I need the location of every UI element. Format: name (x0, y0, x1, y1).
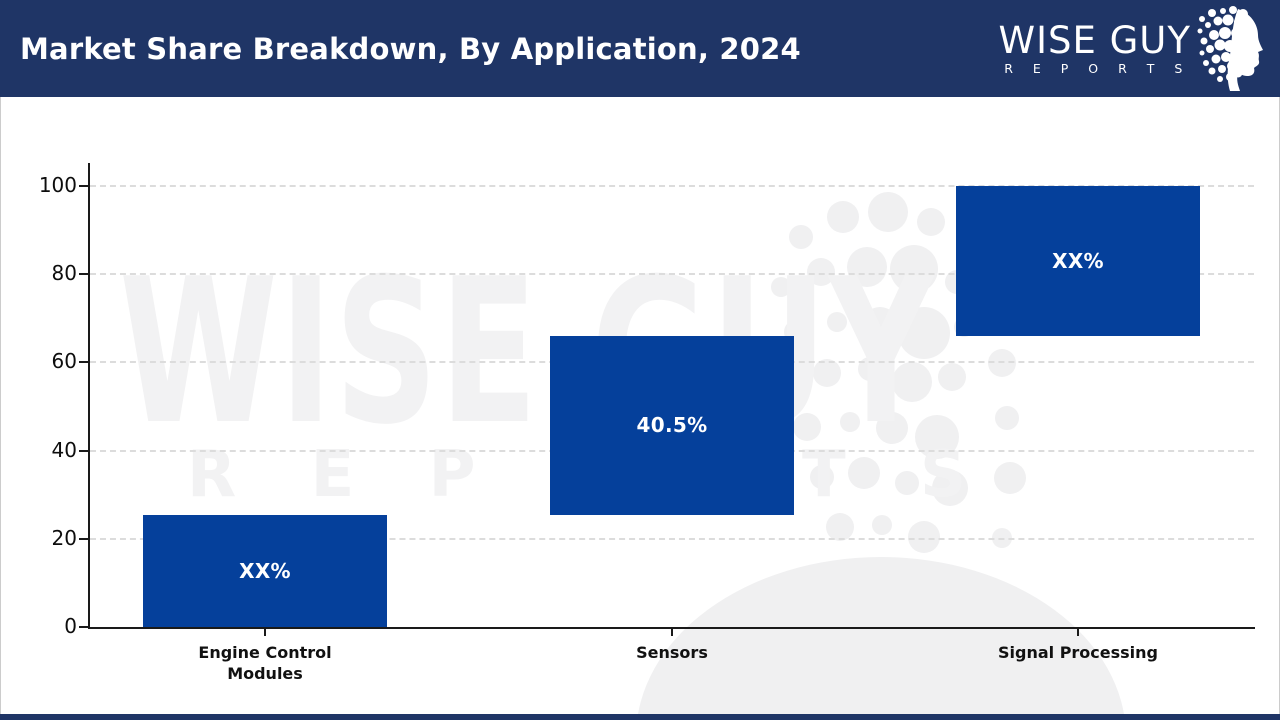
brand-subtitle: R E P O R T S (1004, 60, 1191, 76)
gridline (90, 537, 1254, 540)
x-tick (1077, 629, 1079, 636)
y-tick-label: 20 (51, 525, 77, 550)
gridline (90, 185, 1254, 187)
gridline (90, 273, 1254, 276)
chart-title: Market Share Breakdown, By Application, … (20, 31, 801, 66)
y-tick-label: 80 (51, 261, 77, 286)
brand-logo: WISE GUY R E P O R T S (999, 5, 1266, 93)
x-axis-line (88, 627, 1255, 629)
chart-area: WISE GUY R E P O R T S 020406080100XX%En… (0, 97, 1280, 714)
footer-bar (0, 714, 1280, 720)
bar-signal-processing: XX% (956, 186, 1200, 336)
y-tick-label: 60 (51, 349, 77, 374)
y-axis-line (88, 163, 90, 629)
watermark-text: WISE GUY (119, 236, 935, 469)
y-tick (79, 449, 88, 452)
y-tick-label: 40 (51, 437, 77, 462)
y-tick (79, 185, 88, 187)
bar-value-label: XX% (239, 558, 291, 583)
y-tick-label: 100 (38, 173, 77, 197)
y-tick (79, 626, 88, 628)
y-tick-label: 0 (64, 614, 77, 638)
brand-logo-text: WISE GUY R E P O R T S (998, 18, 1191, 76)
header-bar: Market Share Breakdown, By Application, … (0, 0, 1280, 97)
category-label-engine-control-modules: Engine Control Modules (198, 643, 332, 683)
y-tick (79, 537, 88, 540)
y-tick (79, 273, 88, 276)
brand-face-icon (1197, 5, 1263, 91)
bar-engine-control-modules: XX% (143, 514, 387, 627)
y-tick (79, 361, 88, 364)
bar-value-label: 40.5% (636, 413, 708, 438)
category-label-sensors: Sensors (636, 643, 708, 662)
x-tick (671, 629, 673, 636)
category-label-signal-processing: Signal Processing (997, 643, 1159, 662)
x-tick (264, 629, 266, 636)
brand-name: WISE GUY (998, 18, 1191, 62)
bar-sensors: 40.5% (550, 335, 794, 515)
bar-value-label: XX% (1052, 248, 1104, 273)
